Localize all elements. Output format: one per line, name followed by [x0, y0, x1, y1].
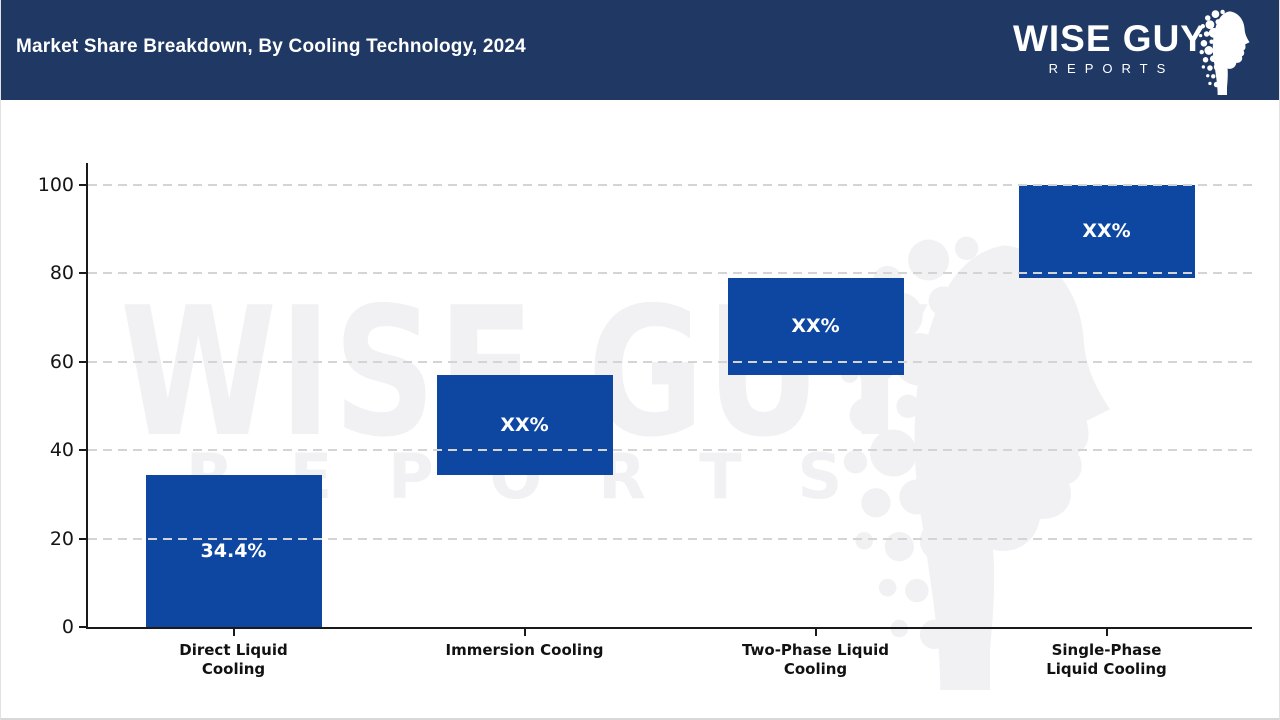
logo-title: WISE GUY	[1012, 18, 1206, 59]
x-tick-label-line: Single-Phase	[1051, 641, 1162, 659]
y-tick-mark	[79, 449, 87, 452]
x-tick-mark	[1105, 629, 1108, 636]
gridline-y20	[88, 537, 1252, 540]
x-tick-label-2: Immersion Cooling	[415, 641, 635, 660]
bar-immersion-cooling	[436, 375, 613, 475]
x-tick-label-line: Liquid Cooling	[1046, 660, 1167, 678]
y-tick-mark	[79, 360, 87, 363]
x-axis-spine	[86, 627, 1252, 629]
bar-value-label: XX%	[1082, 220, 1131, 243]
y-tick-label: 0	[61, 616, 74, 638]
bar-single-phase-liquid-cooling	[1018, 185, 1195, 278]
y-tick-label: 100	[37, 174, 74, 196]
y-tick-mark	[79, 184, 87, 186]
logo-subtitle: REPORTS	[1048, 60, 1175, 76]
y-tick-label: 80	[49, 262, 74, 285]
x-tick-label-line: Direct Liquid	[179, 641, 288, 659]
x-tick-label-line: Cooling	[783, 660, 848, 678]
x-tick-label-line: Two-Phase Liquid	[741, 641, 890, 659]
y-axis-spine	[86, 163, 88, 629]
y-tick-mark	[79, 272, 87, 275]
page-title: Market Share Breakdown, By Cooling Techn…	[16, 36, 526, 57]
gridline-y100	[88, 184, 1252, 186]
wiseguy-logo: WISE GUY REPORTS	[1012, 4, 1266, 96]
x-tick-mark	[814, 629, 817, 636]
x-tick-mark	[232, 629, 235, 636]
logo-text: WISE GUY REPORTS	[1012, 18, 1206, 76]
x-tick-label-1: Direct Liquid Cooling	[124, 641, 344, 679]
gridline-y80	[88, 272, 1252, 275]
y-tick-mark	[79, 626, 87, 628]
y-tick-label: 60	[49, 350, 74, 373]
x-tick-label-line: Immersion Cooling	[445, 641, 604, 659]
x-tick-label-3: Two-Phase Liquid Cooling	[706, 641, 926, 679]
y-tick-label: 40	[49, 439, 74, 462]
bar-two-phase-liquid-cooling	[727, 277, 904, 376]
x-tick-label-4: Single-Phase Liquid Cooling	[997, 641, 1217, 679]
gridline-y40	[88, 449, 1252, 452]
x-tick-label-line: Cooling	[201, 660, 266, 678]
bar-value-label: XX%	[791, 315, 840, 338]
face-profile-icon	[1198, 9, 1250, 95]
bar-value-label: 34.4%	[200, 539, 267, 562]
header-banner: Market Share Breakdown, By Cooling Techn…	[0, 0, 1280, 100]
bar-value-label: XX%	[500, 414, 549, 436]
gridline-y60	[88, 360, 1252, 363]
x-tick-mark	[523, 629, 526, 636]
y-tick-label: 20	[49, 527, 74, 550]
y-tick-mark	[79, 537, 87, 540]
bar-direct-liquid-cooling	[145, 474, 322, 627]
